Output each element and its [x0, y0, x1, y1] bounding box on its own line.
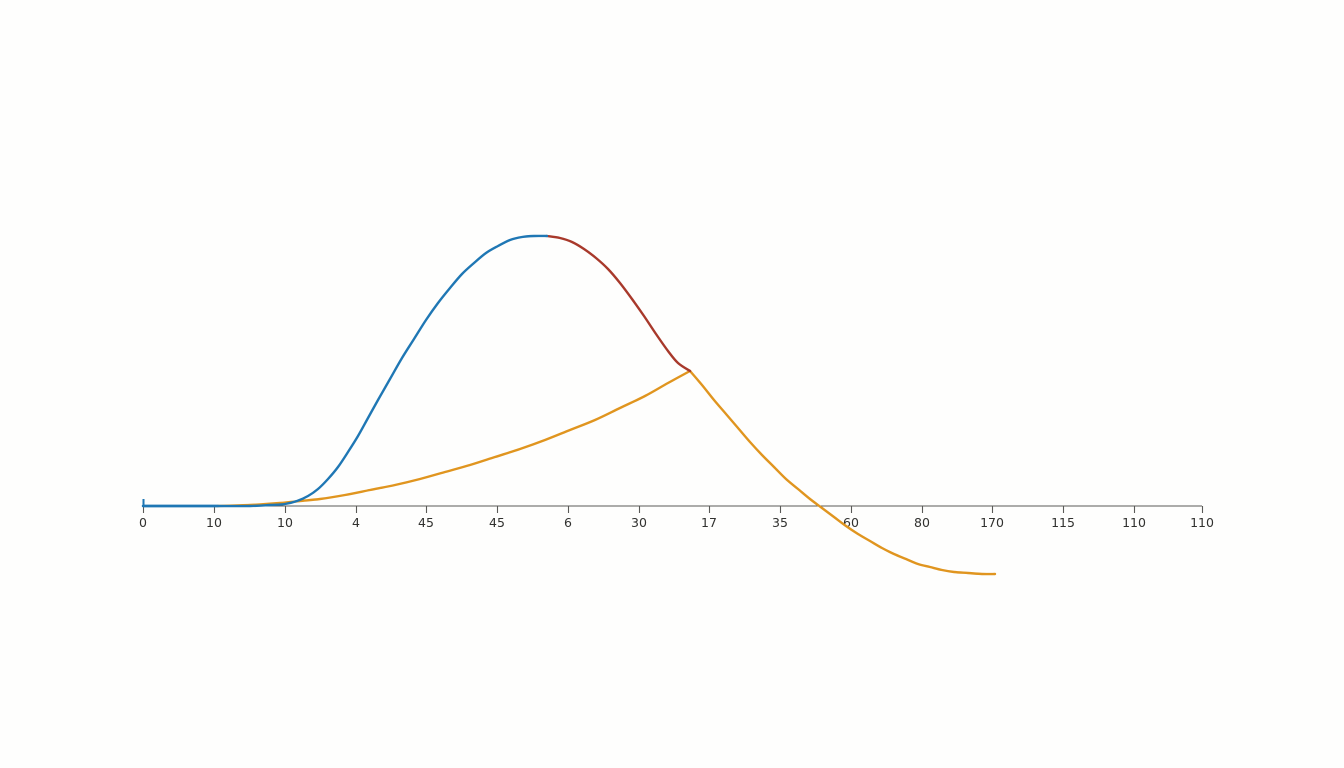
x-axis-tick-label: 170: [980, 515, 1004, 530]
x-axis-tick-label: 45: [418, 515, 434, 530]
x-axis-tick-label: 30: [631, 515, 647, 530]
x-axis: 0 10 10 4 45 45 6 30 17 35 60 80 170 115 110 110: [139, 505, 1214, 530]
x-axis-ticks: [142, 506, 1204, 513]
series-bell-curve-falling-upper: [545, 234, 692, 373]
x-axis-tick-label: 17: [701, 515, 717, 530]
x-axis-tick-label: 45: [489, 515, 505, 530]
x-axis-tick-label: 115: [1051, 515, 1075, 530]
x-axis-tick-label: 10: [277, 515, 293, 530]
x-axis-tick-label: 110: [1190, 515, 1214, 530]
x-axis-tick-label: 80: [914, 515, 930, 530]
series-orange-rising-line: [216, 369, 692, 508]
x-axis-tick-label: 0: [139, 515, 147, 530]
x-axis-tick-label: 10: [206, 515, 222, 530]
x-axis-tick-label: 60: [843, 515, 859, 530]
x-axis-tick-label: 6: [564, 515, 572, 530]
series-bell-curve-falling-lower: [688, 369, 997, 576]
series-group: [141, 234, 997, 576]
x-axis-tick-label: 110: [1122, 515, 1146, 530]
x-axis-tick-labels: 0 10 10 4 45 45 6 30 17 35 60 80 170 115 110 110: [139, 515, 1214, 530]
x-axis-tick-label: 4: [352, 515, 360, 530]
x-axis-tick-label: 35: [772, 515, 788, 530]
series-bell-curve-rising: [141, 234, 549, 508]
